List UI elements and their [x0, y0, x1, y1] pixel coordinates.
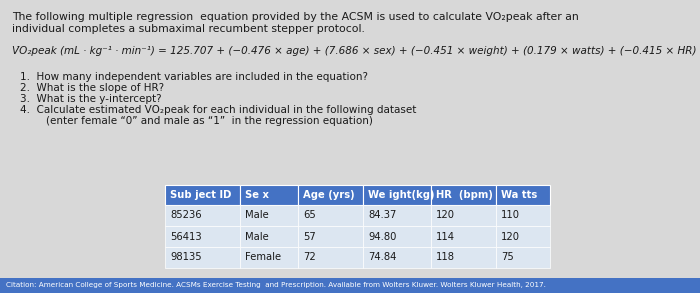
- Text: Male: Male: [245, 210, 269, 221]
- Text: Se x: Se x: [245, 190, 269, 200]
- Text: 118: 118: [436, 253, 455, 263]
- Text: Wa tts: Wa tts: [501, 190, 538, 200]
- Bar: [496, 247, 550, 268]
- Text: 72: 72: [303, 253, 316, 263]
- Bar: [363, 185, 431, 205]
- Bar: [165, 226, 240, 247]
- Text: HR  (bpm): HR (bpm): [436, 190, 493, 200]
- Bar: [298, 226, 363, 247]
- Bar: [240, 226, 298, 247]
- Bar: [298, 205, 363, 226]
- Text: 94.80: 94.80: [368, 231, 396, 241]
- Text: The following multiple regression  equation provided by the ACSM is used to calc: The following multiple regression equati…: [12, 12, 579, 22]
- Text: 3.  What is the y-intercept?: 3. What is the y-intercept?: [20, 94, 162, 104]
- Bar: [240, 205, 298, 226]
- Bar: [165, 185, 240, 205]
- Text: V̇O₂peak (mL · kg⁻¹ · min⁻¹) = 125.707 + (−0.476 × age) + (7.686 × sex) + (−0.45: V̇O₂peak (mL · kg⁻¹ · min⁻¹) = 125.707 +…: [12, 46, 696, 56]
- Bar: [165, 247, 240, 268]
- Text: 120: 120: [501, 231, 520, 241]
- Bar: [363, 205, 431, 226]
- Text: 110: 110: [501, 210, 520, 221]
- Bar: [431, 247, 496, 268]
- Bar: [496, 205, 550, 226]
- Text: 65: 65: [303, 210, 316, 221]
- Bar: [240, 185, 298, 205]
- Text: 98135: 98135: [170, 253, 202, 263]
- Text: 75: 75: [501, 253, 514, 263]
- Text: 120: 120: [436, 210, 455, 221]
- Bar: [240, 247, 298, 268]
- Text: individual completes a submaximal recumbent stepper protocol.: individual completes a submaximal recumb…: [12, 24, 365, 34]
- Text: 84.37: 84.37: [368, 210, 396, 221]
- Text: 2.  What is the slope of HR?: 2. What is the slope of HR?: [20, 83, 164, 93]
- Bar: [496, 226, 550, 247]
- Bar: [165, 205, 240, 226]
- Text: We ight(kg): We ight(kg): [368, 190, 435, 200]
- Text: Male: Male: [245, 231, 269, 241]
- Bar: [431, 226, 496, 247]
- Text: 56413: 56413: [170, 231, 202, 241]
- Bar: [363, 247, 431, 268]
- Text: 114: 114: [436, 231, 455, 241]
- Bar: [298, 247, 363, 268]
- Text: 74.84: 74.84: [368, 253, 396, 263]
- Text: 85236: 85236: [170, 210, 202, 221]
- Text: Age (yrs): Age (yrs): [303, 190, 355, 200]
- Text: 4.  Calculate estimated VO₂peak for each individual in the following dataset: 4. Calculate estimated VO₂peak for each …: [20, 105, 416, 115]
- Text: (enter female “0” and male as “1”  in the regression equation): (enter female “0” and male as “1” in the…: [20, 116, 373, 126]
- Bar: [496, 185, 550, 205]
- Bar: [431, 205, 496, 226]
- Text: Citation: American College of Sports Medicine. ACSMs Exercise Testing  and Presc: Citation: American College of Sports Med…: [6, 282, 546, 289]
- Text: 57: 57: [303, 231, 316, 241]
- Bar: [298, 185, 363, 205]
- Bar: [363, 226, 431, 247]
- Text: Female: Female: [245, 253, 281, 263]
- Text: Sub ject ID: Sub ject ID: [170, 190, 232, 200]
- Bar: [431, 185, 496, 205]
- Bar: [0, 278, 700, 293]
- Text: 1.  How many independent variables are included in the equation?: 1. How many independent variables are in…: [20, 72, 368, 82]
